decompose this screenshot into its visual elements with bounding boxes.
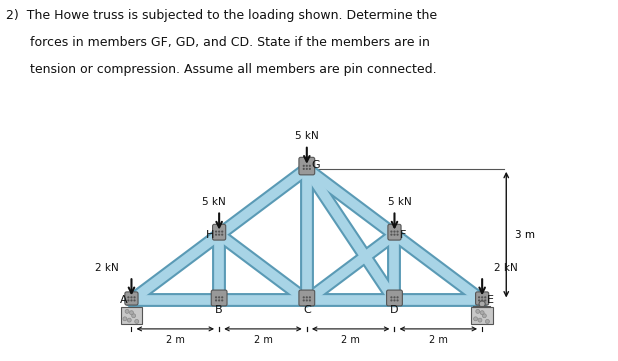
Circle shape bbox=[397, 299, 399, 301]
Circle shape bbox=[478, 299, 480, 301]
FancyBboxPatch shape bbox=[121, 307, 142, 323]
Circle shape bbox=[218, 299, 220, 301]
Circle shape bbox=[306, 299, 308, 301]
Circle shape bbox=[215, 296, 217, 299]
FancyBboxPatch shape bbox=[125, 292, 138, 305]
Circle shape bbox=[394, 296, 396, 299]
Text: 2 m: 2 m bbox=[166, 335, 185, 345]
Circle shape bbox=[391, 234, 392, 236]
Text: 5 kN: 5 kN bbox=[202, 197, 226, 207]
Circle shape bbox=[133, 296, 135, 299]
Circle shape bbox=[483, 314, 486, 318]
FancyBboxPatch shape bbox=[213, 224, 226, 240]
Text: 2)  The Howe truss is subjected to the loading shown. Determine the: 2) The Howe truss is subjected to the lo… bbox=[6, 9, 438, 22]
Circle shape bbox=[394, 234, 396, 236]
Circle shape bbox=[391, 230, 392, 233]
FancyBboxPatch shape bbox=[387, 290, 402, 306]
Text: E: E bbox=[486, 295, 494, 305]
Text: 3 m: 3 m bbox=[515, 230, 535, 240]
Circle shape bbox=[221, 230, 223, 233]
Circle shape bbox=[133, 299, 135, 301]
Text: F: F bbox=[400, 230, 407, 240]
FancyBboxPatch shape bbox=[476, 292, 489, 305]
Circle shape bbox=[478, 318, 482, 322]
Circle shape bbox=[309, 165, 311, 167]
FancyBboxPatch shape bbox=[299, 290, 315, 306]
Text: tension or compression. Assume all members are pin connected.: tension or compression. Assume all membe… bbox=[6, 63, 437, 76]
Circle shape bbox=[306, 165, 308, 167]
Circle shape bbox=[123, 317, 127, 321]
FancyBboxPatch shape bbox=[211, 290, 227, 306]
Circle shape bbox=[394, 299, 396, 301]
Circle shape bbox=[218, 296, 220, 299]
Circle shape bbox=[306, 296, 308, 299]
Circle shape bbox=[481, 299, 483, 301]
Circle shape bbox=[303, 299, 305, 301]
Text: G: G bbox=[311, 160, 320, 170]
Text: 2 kN: 2 kN bbox=[494, 263, 518, 273]
Text: 2 m: 2 m bbox=[429, 335, 448, 345]
Text: B: B bbox=[215, 305, 223, 315]
Circle shape bbox=[397, 296, 399, 299]
Circle shape bbox=[391, 299, 392, 301]
Circle shape bbox=[473, 317, 478, 321]
Text: 2 m: 2 m bbox=[253, 335, 273, 345]
Text: 2 m: 2 m bbox=[341, 335, 360, 345]
Circle shape bbox=[484, 296, 486, 299]
Circle shape bbox=[478, 296, 480, 299]
Circle shape bbox=[306, 168, 308, 170]
Circle shape bbox=[221, 296, 223, 299]
Circle shape bbox=[130, 311, 133, 315]
Circle shape bbox=[127, 296, 130, 299]
Circle shape bbox=[130, 299, 133, 301]
Text: 2 kN: 2 kN bbox=[95, 263, 119, 273]
Circle shape bbox=[215, 230, 217, 233]
Circle shape bbox=[397, 234, 399, 236]
Text: forces in members GF, GD, and CD. State if the members are in: forces in members GF, GD, and CD. State … bbox=[6, 36, 430, 49]
Circle shape bbox=[218, 234, 220, 236]
Circle shape bbox=[309, 168, 311, 170]
Circle shape bbox=[391, 296, 392, 299]
Circle shape bbox=[303, 165, 305, 167]
Circle shape bbox=[132, 314, 135, 318]
Circle shape bbox=[480, 311, 484, 315]
Circle shape bbox=[485, 319, 489, 323]
Circle shape bbox=[303, 168, 305, 170]
Circle shape bbox=[127, 318, 131, 322]
Circle shape bbox=[309, 299, 311, 301]
Text: A: A bbox=[120, 295, 127, 305]
Text: D: D bbox=[390, 305, 399, 315]
Circle shape bbox=[127, 299, 130, 301]
Circle shape bbox=[221, 299, 223, 301]
Circle shape bbox=[130, 296, 133, 299]
Text: H: H bbox=[206, 230, 214, 240]
Circle shape bbox=[476, 309, 480, 313]
Text: C: C bbox=[303, 305, 311, 315]
Circle shape bbox=[309, 296, 311, 299]
Circle shape bbox=[221, 234, 223, 236]
Circle shape bbox=[479, 301, 485, 307]
Circle shape bbox=[218, 230, 220, 233]
Text: 5 kN: 5 kN bbox=[388, 197, 412, 207]
FancyBboxPatch shape bbox=[471, 307, 493, 323]
Circle shape bbox=[397, 230, 399, 233]
Circle shape bbox=[481, 296, 483, 299]
Circle shape bbox=[484, 299, 486, 301]
FancyBboxPatch shape bbox=[299, 157, 315, 175]
Circle shape bbox=[394, 230, 396, 233]
Circle shape bbox=[303, 296, 305, 299]
Circle shape bbox=[135, 319, 138, 323]
FancyBboxPatch shape bbox=[388, 224, 401, 240]
Circle shape bbox=[125, 309, 129, 313]
Circle shape bbox=[215, 299, 217, 301]
Text: 5 kN: 5 kN bbox=[295, 131, 319, 141]
Circle shape bbox=[215, 234, 217, 236]
